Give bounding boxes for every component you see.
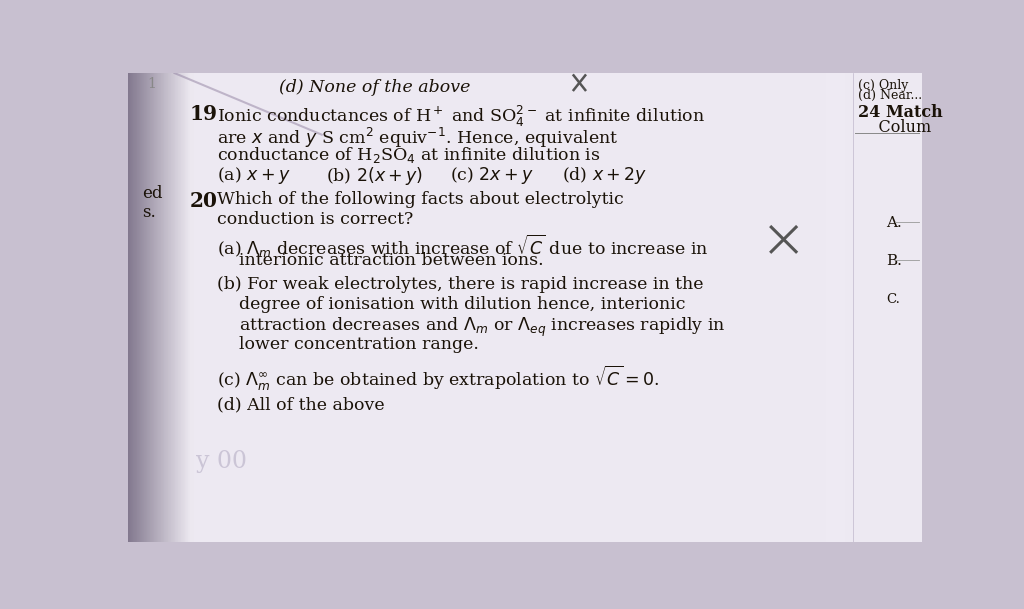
Text: degree of ionisation with dilution hence, interionic: degree of ionisation with dilution hence…: [239, 295, 685, 312]
Text: (d) Near...: (d) Near...: [858, 90, 923, 102]
Text: ed: ed: [142, 185, 163, 202]
Text: 1: 1: [147, 77, 157, 91]
Text: are $x$ and $y$ S cm$^2$ equiv$^{-1}$. Hence, equivalent: are $x$ and $y$ S cm$^2$ equiv$^{-1}$. H…: [217, 125, 618, 150]
Text: y 00: y 00: [197, 451, 247, 473]
Text: (d) None of the above: (d) None of the above: [280, 79, 470, 96]
Text: lower concentration range.: lower concentration range.: [239, 336, 478, 353]
Bar: [194, 73, 845, 542]
Text: (c) $2x + y$: (c) $2x + y$: [450, 166, 534, 186]
Text: B.: B.: [886, 254, 902, 268]
Text: C.: C.: [886, 292, 900, 306]
Text: 20: 20: [190, 191, 218, 211]
Text: Ionic conductances of H$^+$ and SO$_4^{2-}$ at infinite dilution: Ionic conductances of H$^+$ and SO$_4^{2…: [217, 104, 706, 129]
Text: (b) For weak electrolytes, there is rapid increase in the: (b) For weak electrolytes, there is rapi…: [217, 276, 703, 292]
Text: (b) $2(x + y)$: (b) $2(x + y)$: [326, 166, 423, 188]
Text: 19: 19: [190, 104, 218, 124]
Text: Which of the following facts about electrolytic: Which of the following facts about elect…: [217, 191, 624, 208]
Text: (d) $x + 2y$: (d) $x + 2y$: [562, 166, 647, 186]
Text: conductance of H$_2$SO$_4$ at infinite dilution is: conductance of H$_2$SO$_4$ at infinite d…: [217, 146, 601, 166]
Text: A.: A.: [886, 216, 902, 230]
Text: (c) Only: (c) Only: [858, 79, 908, 92]
Text: (a) $x + y$: (a) $x + y$: [217, 166, 291, 186]
Text: conduction is correct?: conduction is correct?: [217, 211, 414, 228]
Text: (d) All of the above: (d) All of the above: [217, 396, 385, 414]
Text: attraction decreases and $\Lambda_m$ or $\Lambda_{eq}$ increases rapidly in: attraction decreases and $\Lambda_m$ or …: [239, 315, 725, 339]
Bar: [825, 73, 922, 542]
Text: s.: s.: [142, 204, 156, 221]
Text: 24 Match: 24 Match: [858, 104, 943, 121]
Text: interionic attraction between ions.: interionic attraction between ions.: [239, 253, 544, 270]
Text: (c) $\Lambda_m^\infty$ can be obtained by extrapolation to $\sqrt{C} = 0$.: (c) $\Lambda_m^\infty$ can be obtained b…: [217, 364, 659, 393]
Text: (a) $\Lambda_m$ decreases with increase of $\sqrt{C}$ due to increase in: (a) $\Lambda_m$ decreases with increase …: [217, 233, 709, 259]
Text: Colum: Colum: [858, 119, 931, 136]
